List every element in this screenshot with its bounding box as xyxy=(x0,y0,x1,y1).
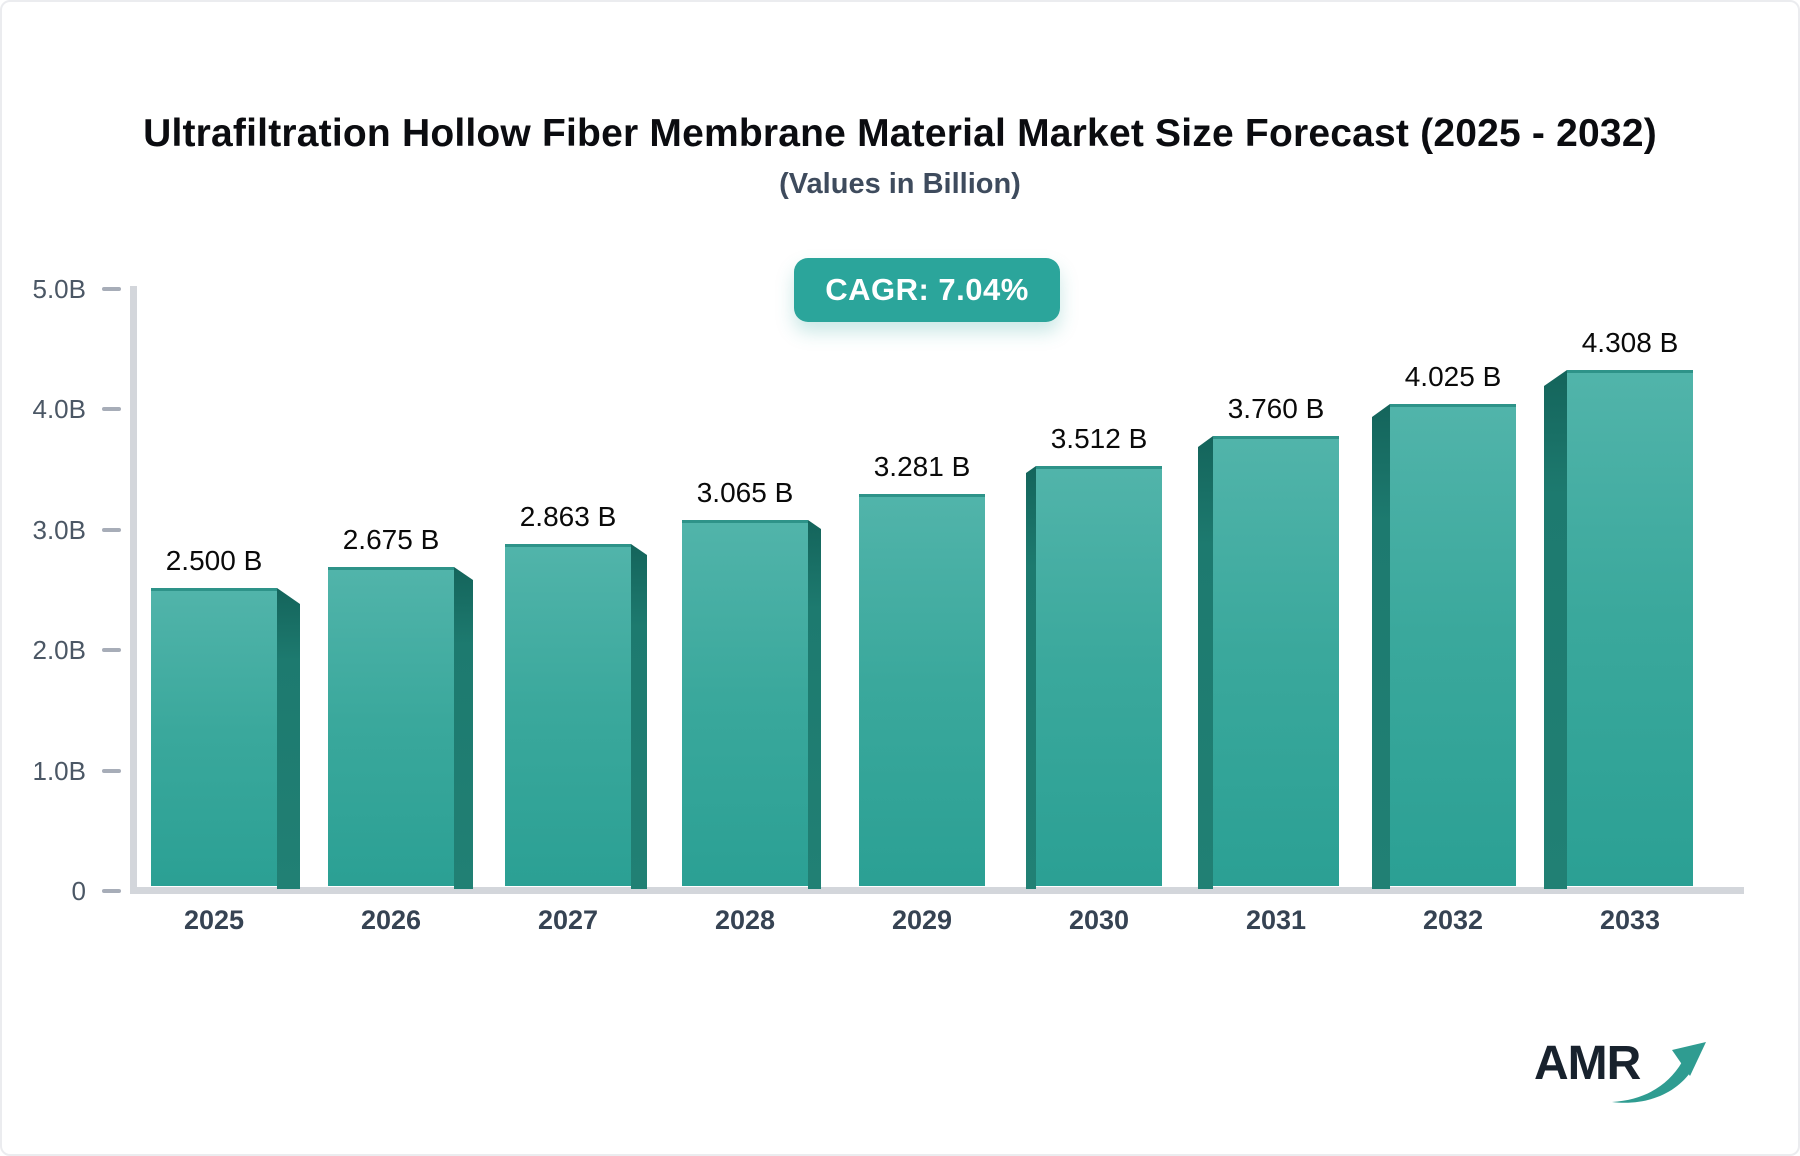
y-axis-tick xyxy=(102,528,121,532)
x-axis-label: 2025 xyxy=(183,905,245,935)
cagr-badge: CAGR: 7.04% xyxy=(794,258,1060,322)
y-axis-tick xyxy=(102,889,121,893)
y-axis-label: 2.0B xyxy=(32,635,87,665)
bar-value-label: 4.308 B xyxy=(1581,327,1679,358)
amr-logo: AMR xyxy=(1532,1036,1722,1114)
bar-2030 xyxy=(1036,466,1162,886)
bar-side-face xyxy=(454,567,473,889)
bar-2032 xyxy=(1390,404,1516,886)
cagr-badge-label: CAGR: 7.04% xyxy=(825,272,1029,307)
bar-2029 xyxy=(859,494,985,886)
x-axis-label: 2028 xyxy=(714,905,776,935)
y-axis-label: 3.0B xyxy=(32,515,87,545)
bar-value-label: 2.863 B xyxy=(519,501,617,532)
y-axis-tick xyxy=(102,769,121,773)
y-axis-tick xyxy=(102,648,121,652)
x-axis-label: 2031 xyxy=(1245,905,1307,935)
x-axis-label: 2033 xyxy=(1599,905,1661,935)
y-axis-label: 4.0B xyxy=(32,394,87,424)
x-axis-label: 2027 xyxy=(537,905,599,935)
y-axis-tick xyxy=(102,407,121,411)
bar-2025 xyxy=(151,588,277,886)
bar-value-label: 4.025 B xyxy=(1404,361,1502,392)
bar-2031 xyxy=(1213,436,1339,886)
bar-value-label: 3.512 B xyxy=(1050,423,1148,454)
x-axis-label: 2030 xyxy=(1068,905,1130,935)
bar-2027 xyxy=(505,544,631,886)
bar-value-label: 3.281 B xyxy=(873,451,971,482)
bar-2026 xyxy=(328,567,454,886)
y-axis-label: 0 xyxy=(71,876,86,906)
amr-logo-text: AMR xyxy=(1534,1037,1641,1090)
chart-subtitle: (Values in Billion) xyxy=(779,168,1021,200)
x-axis-line xyxy=(130,887,1744,894)
bar-side-face xyxy=(808,520,821,889)
bar-side-face xyxy=(1544,370,1567,889)
bar-2028 xyxy=(682,520,808,886)
chart-title: Ultrafiltration Hollow Fiber Membrane Ma… xyxy=(143,112,1657,155)
bar-value-label: 3.760 B xyxy=(1227,393,1325,424)
y-axis-label: 1.0B xyxy=(32,756,87,786)
y-axis-tick xyxy=(102,287,121,291)
bar-side-face xyxy=(631,544,647,889)
trend-up-arrow-icon xyxy=(1612,1042,1706,1103)
bar-value-label: 3.065 B xyxy=(696,477,794,508)
x-axis-label: 2029 xyxy=(891,905,953,935)
bar-2033 xyxy=(1567,370,1693,886)
bar-side-face xyxy=(1198,436,1213,889)
y-axis-line xyxy=(130,286,137,894)
x-axis-label: 2032 xyxy=(1422,905,1484,935)
bar-value-label: 2.675 B xyxy=(342,524,440,555)
bar-side-face xyxy=(277,588,300,889)
bar-side-face xyxy=(1026,466,1036,889)
bar-side-face xyxy=(1372,404,1390,889)
y-axis-label: 5.0B xyxy=(32,274,87,304)
x-axis-label: 2026 xyxy=(360,905,422,935)
bar-value-label: 2.500 B xyxy=(165,545,263,576)
